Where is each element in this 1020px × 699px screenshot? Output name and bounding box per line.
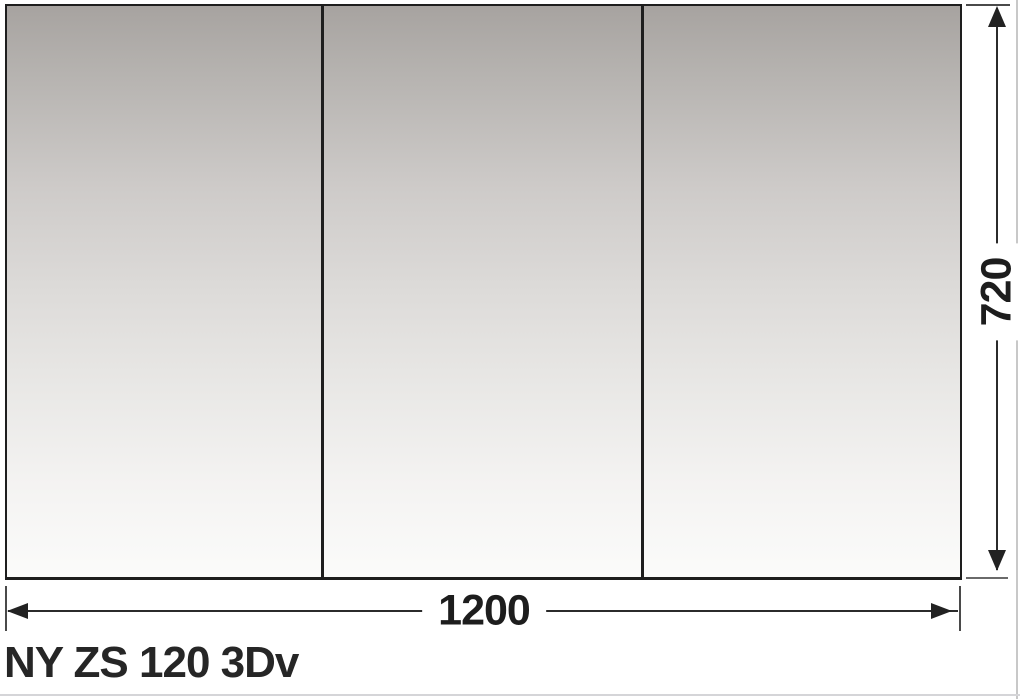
image-right-edge bbox=[1016, 0, 1018, 699]
width-dimension-left-tick bbox=[5, 586, 7, 631]
door-divider-left bbox=[321, 5, 324, 578]
height-dimension-top-tick bbox=[966, 4, 1010, 6]
dimension-arrow-right-icon bbox=[931, 603, 952, 619]
product-code-label: NY ZS 120 3Dv bbox=[4, 638, 299, 687]
dimension-arrow-up-icon bbox=[988, 6, 1006, 27]
height-dimension-bottom-tick bbox=[966, 577, 1008, 579]
mirror-cabinet-front bbox=[5, 4, 962, 580]
door-divider-right bbox=[641, 5, 644, 578]
dimension-arrow-down-icon bbox=[988, 550, 1006, 571]
height-dimension-label: 720 bbox=[973, 243, 1020, 341]
width-dimension-label: 1200 bbox=[422, 589, 546, 633]
dimension-arrow-left-icon bbox=[7, 603, 28, 619]
width-dimension-right-tick bbox=[959, 586, 961, 631]
image-bottom-edge bbox=[0, 694, 1020, 696]
